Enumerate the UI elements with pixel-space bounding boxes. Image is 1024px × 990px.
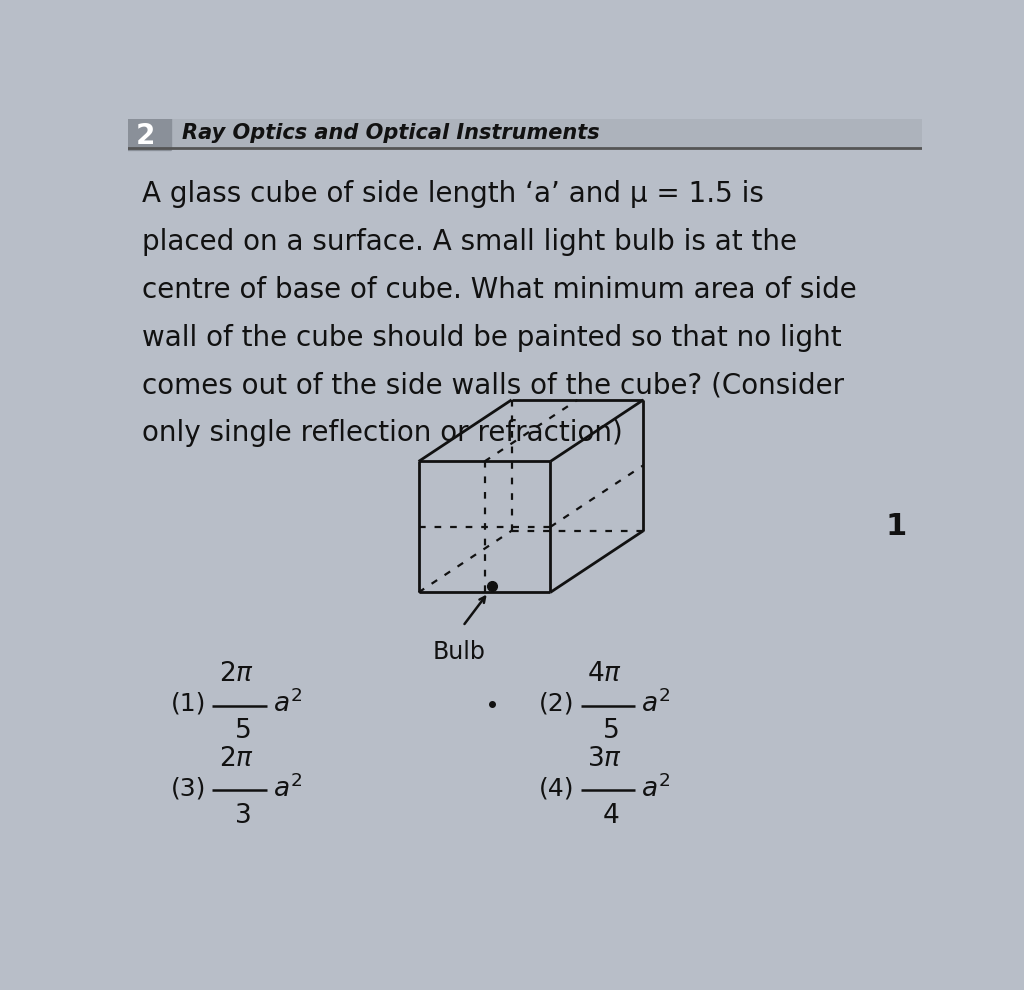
- Text: A glass cube of side length ‘a’ and μ = 1.5 is: A glass cube of side length ‘a’ and μ = …: [142, 180, 764, 209]
- Text: $5$: $5$: [234, 718, 251, 743]
- Text: wall of the cube should be painted so that no light: wall of the cube should be painted so th…: [142, 324, 842, 351]
- Text: $a^2$: $a^2$: [273, 774, 302, 803]
- Text: $a^2$: $a^2$: [641, 774, 671, 803]
- Text: 2: 2: [135, 122, 155, 149]
- Text: $4\pi$: $4\pi$: [587, 661, 622, 687]
- Text: (3): (3): [171, 777, 206, 801]
- Text: $4$: $4$: [602, 803, 620, 829]
- Text: comes out of the side walls of the cube? (Consider: comes out of the side walls of the cube?…: [142, 371, 844, 399]
- FancyBboxPatch shape: [126, 117, 172, 151]
- Bar: [128, 119, 922, 148]
- Text: $2\pi$: $2\pi$: [219, 745, 254, 772]
- Text: (2): (2): [539, 692, 574, 716]
- Text: (4): (4): [539, 777, 574, 801]
- Text: (1): (1): [171, 692, 206, 716]
- Text: Ray Optics and Optical Instruments: Ray Optics and Optical Instruments: [182, 124, 600, 144]
- Text: 1: 1: [886, 513, 907, 542]
- Text: $a^2$: $a^2$: [273, 690, 302, 719]
- Text: placed on a surface. A small light bulb is at the: placed on a surface. A small light bulb …: [142, 228, 797, 256]
- Text: Bulb: Bulb: [432, 641, 485, 664]
- Text: $2\pi$: $2\pi$: [219, 661, 254, 687]
- Text: $a^2$: $a^2$: [641, 690, 671, 719]
- Text: centre of base of cube. What minimum area of side: centre of base of cube. What minimum are…: [142, 276, 857, 304]
- Text: only single reflection or refraction): only single reflection or refraction): [142, 419, 623, 447]
- Text: $3\pi$: $3\pi$: [587, 745, 622, 772]
- Text: $3$: $3$: [234, 803, 251, 829]
- Text: $5$: $5$: [602, 718, 618, 743]
